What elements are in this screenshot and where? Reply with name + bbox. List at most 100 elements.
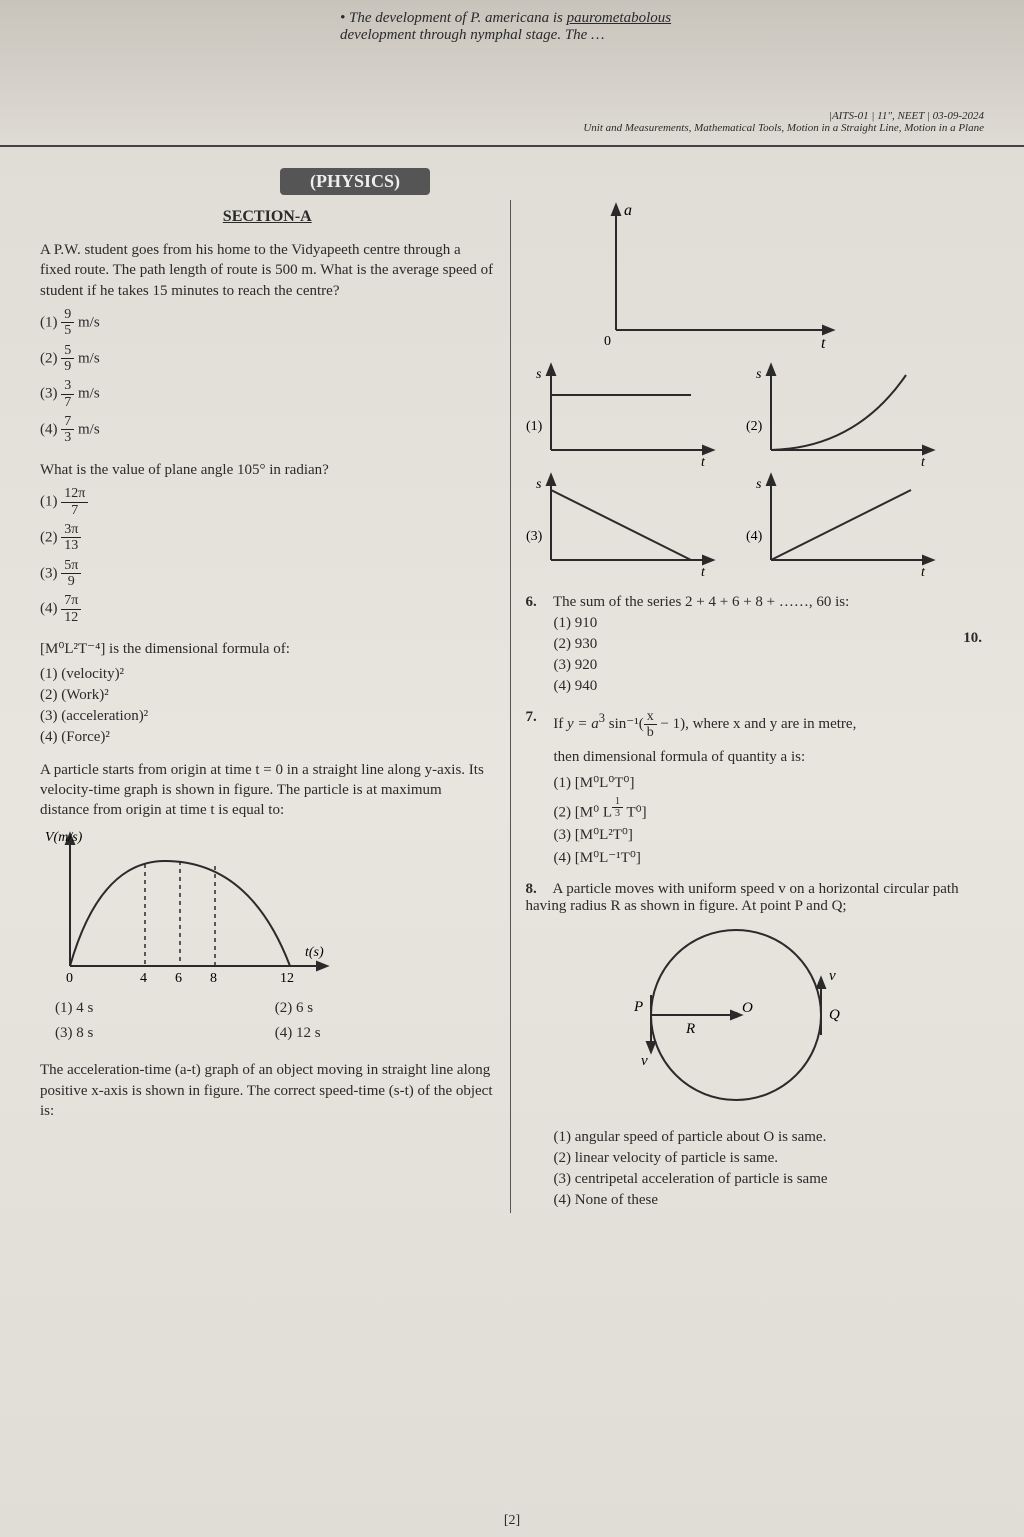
q2-opt4: (4) 7π12 [40, 593, 495, 625]
q5-option-graphs: s t (1) s [526, 360, 966, 580]
q8-opt2: (2) linear velocity of particle is same. [554, 1150, 981, 1167]
svg-text:t: t [921, 455, 926, 470]
q4-opt2: (2) 6 s [275, 1000, 495, 1017]
svg-text:(1): (1) [526, 419, 543, 434]
q2-opt1: (1) 12π7 [40, 486, 495, 518]
q5-graph-opt2: s t (2) [746, 360, 966, 470]
q4-text: A particle starts from origin at time t … [40, 760, 495, 821]
q1-opt3: (3) 37 m/s [40, 378, 495, 410]
q6-opt4: (4) 940 [554, 678, 981, 695]
svg-text:(4): (4) [746, 529, 763, 544]
q4-opt4: (4) 12 s [275, 1025, 495, 1042]
q7-text2: then dimensional formula of quantity a i… [554, 747, 981, 767]
subject-bar: (PHYSICS) [280, 168, 430, 195]
q1-opt1: (1) 95 m/s [40, 307, 495, 339]
q1-text: A P.W. student goes from his home to the… [40, 240, 495, 301]
q8-options: (1) angular speed of particle about O is… [554, 1129, 981, 1209]
svg-text:12: 12 [280, 971, 294, 986]
question-5: The acceleration-time (a-t) graph of an … [40, 1060, 495, 1121]
q1-options: (1) 95 m/s (2) 59 m/s (3) 37 m/s (4) 73 … [40, 307, 495, 446]
svg-text:O: O [742, 1000, 753, 1016]
side-label-10: 10. [963, 630, 982, 647]
q7-text1: If y = a3 sin⁻¹(xb − 1), where x and y a… [553, 716, 856, 732]
svg-text:v: v [641, 1053, 648, 1069]
species-name: P. americana [470, 10, 549, 26]
q3-opt4: (4) (Force)² [40, 729, 495, 746]
q7-options: (1) [M⁰L⁰T⁰] (2) [M⁰ L13 T⁰] (3) [M⁰L²T⁰… [554, 773, 981, 867]
q4-opt3: (3) 8 s [55, 1025, 275, 1042]
left-column: SECTION-A A P.W. student goes from his h… [40, 200, 511, 1213]
question-3: [M⁰L²T⁻⁴] is the dimensional formula of:… [40, 639, 495, 745]
right-column: a t 0 s [511, 200, 981, 1213]
svg-text:0: 0 [604, 334, 611, 349]
question-1: A P.W. student goes from his home to the… [40, 240, 495, 446]
q8-opt3: (3) centripetal acceleration of particle… [554, 1171, 981, 1188]
q5-graph-opt4: s t (4) [746, 470, 966, 580]
header-rule [0, 145, 1024, 147]
svg-text:s: s [756, 367, 762, 382]
q8-opt1: (1) angular speed of particle about O is… [554, 1129, 981, 1146]
section-title: SECTION-A [40, 208, 495, 226]
exam-header: |AITS-01 | 11", NEET | 03-09-2024 Unit a… [583, 110, 984, 134]
q6-opt2: (2) 930 [554, 636, 981, 653]
question-2: What is the value of plane angle 105° in… [40, 460, 495, 625]
svg-text:t: t [701, 565, 706, 580]
underlined-term: paurometabolous [567, 10, 671, 26]
exam-topics: Unit and Measurements, Mathematical Tool… [583, 122, 984, 134]
svg-text:R: R [685, 1021, 695, 1037]
q7-opt1: (1) [M⁰L⁰T⁰] [554, 773, 981, 792]
top-note: • The development of P. americana is pau… [340, 10, 671, 44]
svg-text:a: a [624, 202, 632, 219]
svg-text:(2): (2) [746, 419, 763, 434]
q7-opt3: (3) [M⁰L²T⁰] [554, 825, 981, 844]
top-note-line2: development through nymphal stage. The … [340, 27, 604, 43]
svg-text:v: v [829, 968, 836, 984]
q8-figure: P Q O R v v [586, 915, 886, 1125]
svg-text:t: t [821, 335, 826, 352]
svg-text:4: 4 [140, 971, 147, 986]
svg-text:s: s [756, 477, 762, 492]
q6-opt3: (3) 920 [554, 657, 981, 674]
top-note-text: • The development of [340, 10, 470, 26]
q6-options: (1) 910 (2) 930 (3) 920 (4) 940 [554, 615, 981, 695]
q6-opt1: (1) 910 [554, 615, 981, 632]
q7-opt2: (2) [M⁰ L13 T⁰] [554, 796, 981, 821]
svg-text:Q: Q [829, 1007, 840, 1023]
q3-options: (1) (velocity)² (2) (Work)² (3) (acceler… [40, 666, 495, 746]
svg-text:t: t [921, 565, 926, 580]
question-4: A particle starts from origin at time t … [40, 760, 495, 1047]
svg-text:s: s [536, 477, 542, 492]
q4-graph: V(m/s) t(s) 0 4 6 8 12 [40, 826, 340, 996]
q2-options: (1) 12π7 (2) 3π13 (3) 5π9 (4) 7π12 [40, 486, 495, 625]
q5-main-graph: a t 0 [586, 200, 846, 360]
svg-text:s: s [536, 367, 542, 382]
q7-num: 7. [526, 709, 550, 726]
question-6: 6. The sum of the series 2 + 4 + 6 + 8 +… [526, 594, 981, 695]
q8-num: 8. [526, 881, 550, 898]
svg-text:0: 0 [66, 971, 73, 986]
q7-opt4: (4) [M⁰L⁻¹T⁰] [554, 848, 981, 867]
q4-xlabel: t(s) [305, 945, 324, 960]
q8-text: A particle moves with uniform speed v on… [526, 881, 959, 914]
q3-text: [M⁰L²T⁻⁴] is the dimensional formula of: [40, 639, 495, 659]
q3-opt1: (1) (velocity)² [40, 666, 495, 683]
q1-opt4: (4) 73 m/s [40, 414, 495, 446]
q2-opt2: (2) 3π13 [40, 522, 495, 554]
q2-opt3: (3) 5π9 [40, 558, 495, 590]
exam-page: • The development of P. americana is pau… [0, 0, 1024, 1537]
q3-opt2: (2) (Work)² [40, 687, 495, 704]
q1-opt2: (2) 59 m/s [40, 343, 495, 375]
q6-text: The sum of the series 2 + 4 + 6 + 8 + ……… [553, 594, 849, 610]
q3-opt3: (3) (acceleration)² [40, 708, 495, 725]
q5-graph-opt3: s t (3) [526, 470, 746, 580]
svg-text:P: P [633, 999, 643, 1015]
exam-code: |AITS-01 | 11", NEET | 03-09-2024 [583, 110, 984, 122]
q5-graph-opt1: s t (1) [526, 360, 746, 470]
q4-options: (1) 4 s (2) 6 s (3) 8 s (4) 12 s [55, 996, 495, 1046]
q6-num: 6. [526, 594, 550, 611]
content-columns: SECTION-A A P.W. student goes from his h… [40, 200, 980, 1213]
q4-ylabel: V(m/s) [45, 830, 83, 845]
page-number: [2] [0, 1513, 1024, 1529]
svg-text:8: 8 [210, 971, 217, 986]
q5-text: The acceleration-time (a-t) graph of an … [40, 1060, 495, 1121]
